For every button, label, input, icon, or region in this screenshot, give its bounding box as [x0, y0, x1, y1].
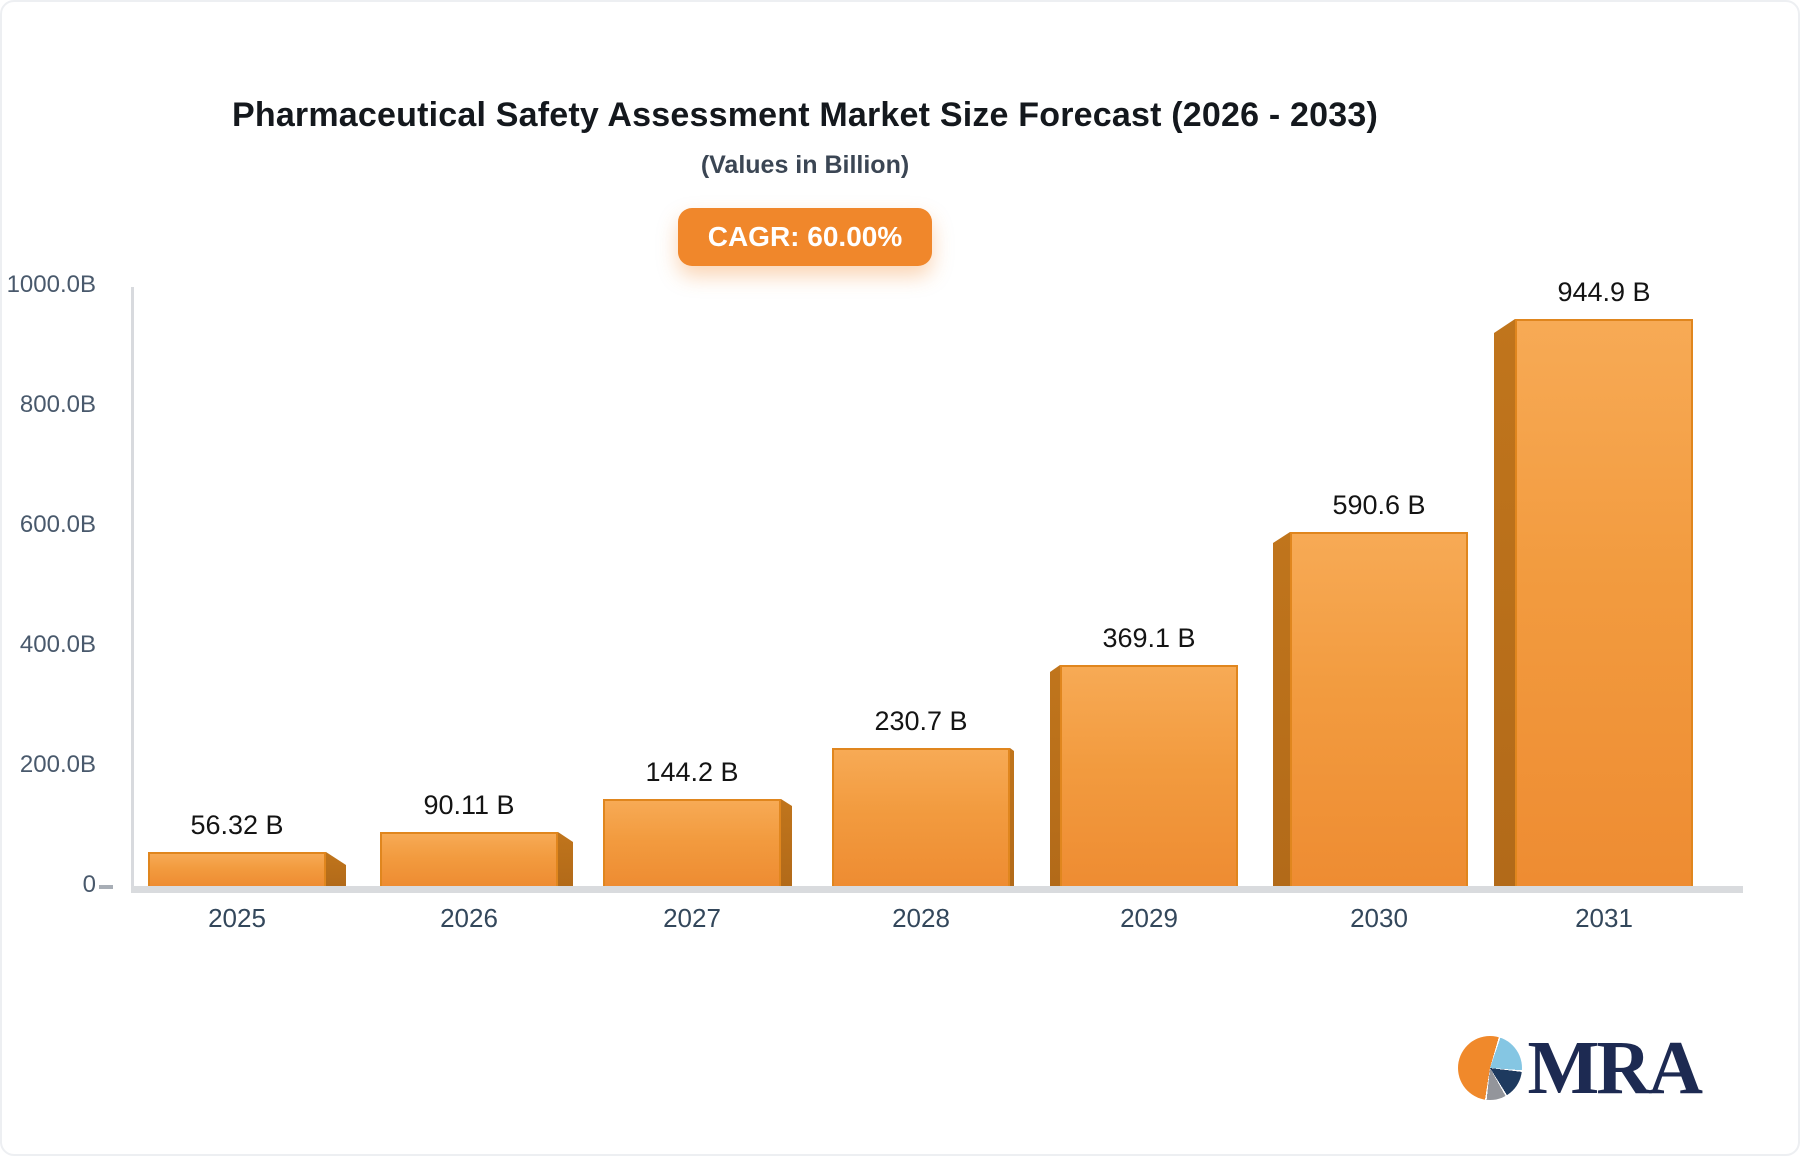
bar-2028[interactable] [832, 748, 1010, 886]
y-tick-label: 600.0B [19, 511, 96, 538]
bar-2026[interactable] [380, 832, 558, 886]
pie-chart-icon [1458, 1036, 1523, 1100]
x-axis-line [131, 886, 1743, 893]
y-tick-label: 1000.0B [6, 271, 96, 298]
bar-3d-side-2028 [1010, 748, 1014, 886]
bar-2031[interactable] [1515, 319, 1693, 886]
bar-value-label: 230.7 B [874, 706, 968, 736]
chart-header: Pharmaceutical Safety Assessment Market … [0, 0, 1610, 266]
y-tick-label: 0 [82, 871, 96, 898]
y-axis-line [131, 287, 134, 893]
chart-subtitle: (Values in Billion) [700, 151, 910, 179]
x-axis-label-2027: 2027 [663, 903, 721, 933]
bar-3d-side-2031 [1494, 319, 1515, 886]
y-tick-label: 400.0B [19, 631, 96, 658]
bar-value-label: 369.1 B [1102, 623, 1196, 653]
bar-3d-side-2025 [326, 852, 346, 886]
y-tick-label: 200.0B [19, 751, 96, 778]
bar-2030[interactable] [1290, 532, 1468, 886]
y-tick-label: 800.0B [19, 391, 96, 418]
zero-tick-mark [99, 885, 113, 889]
x-axis-label-2026: 2026 [440, 903, 498, 933]
bar-value-label: 590.6 B [1332, 490, 1426, 520]
x-axis-label-2029: 2029 [1120, 903, 1178, 933]
bar-2027[interactable] [603, 799, 781, 886]
bar-value-label: 144.2 B [645, 757, 739, 787]
cagr-badge: CAGR: 60.00% [677, 208, 933, 266]
bar-value-label: 56.32 B [190, 810, 284, 840]
x-axis-label-2030: 2030 [1350, 903, 1408, 933]
bar-3d-side-2027 [781, 799, 792, 886]
mra-logo: MRA [1458, 1026, 1703, 1110]
bar-3d-side-2026 [558, 832, 573, 886]
x-axis-label-2025: 2025 [208, 903, 266, 933]
bar-value-label: 90.11 B [423, 790, 515, 820]
bar-3d-side-2030 [1273, 532, 1290, 886]
x-axis-label-2031: 2031 [1575, 903, 1633, 933]
x-axis-label-2028: 2028 [892, 903, 950, 933]
bar-value-label: 944.9 B [1557, 277, 1651, 307]
bar-3d-side-2029 [1050, 665, 1060, 886]
chart-title: Pharmaceutical Safety Assessment Market … [231, 96, 1379, 134]
bar-2029[interactable] [1060, 665, 1238, 886]
logo-text: MRA [1527, 1026, 1703, 1110]
bar-2025[interactable] [148, 852, 326, 886]
